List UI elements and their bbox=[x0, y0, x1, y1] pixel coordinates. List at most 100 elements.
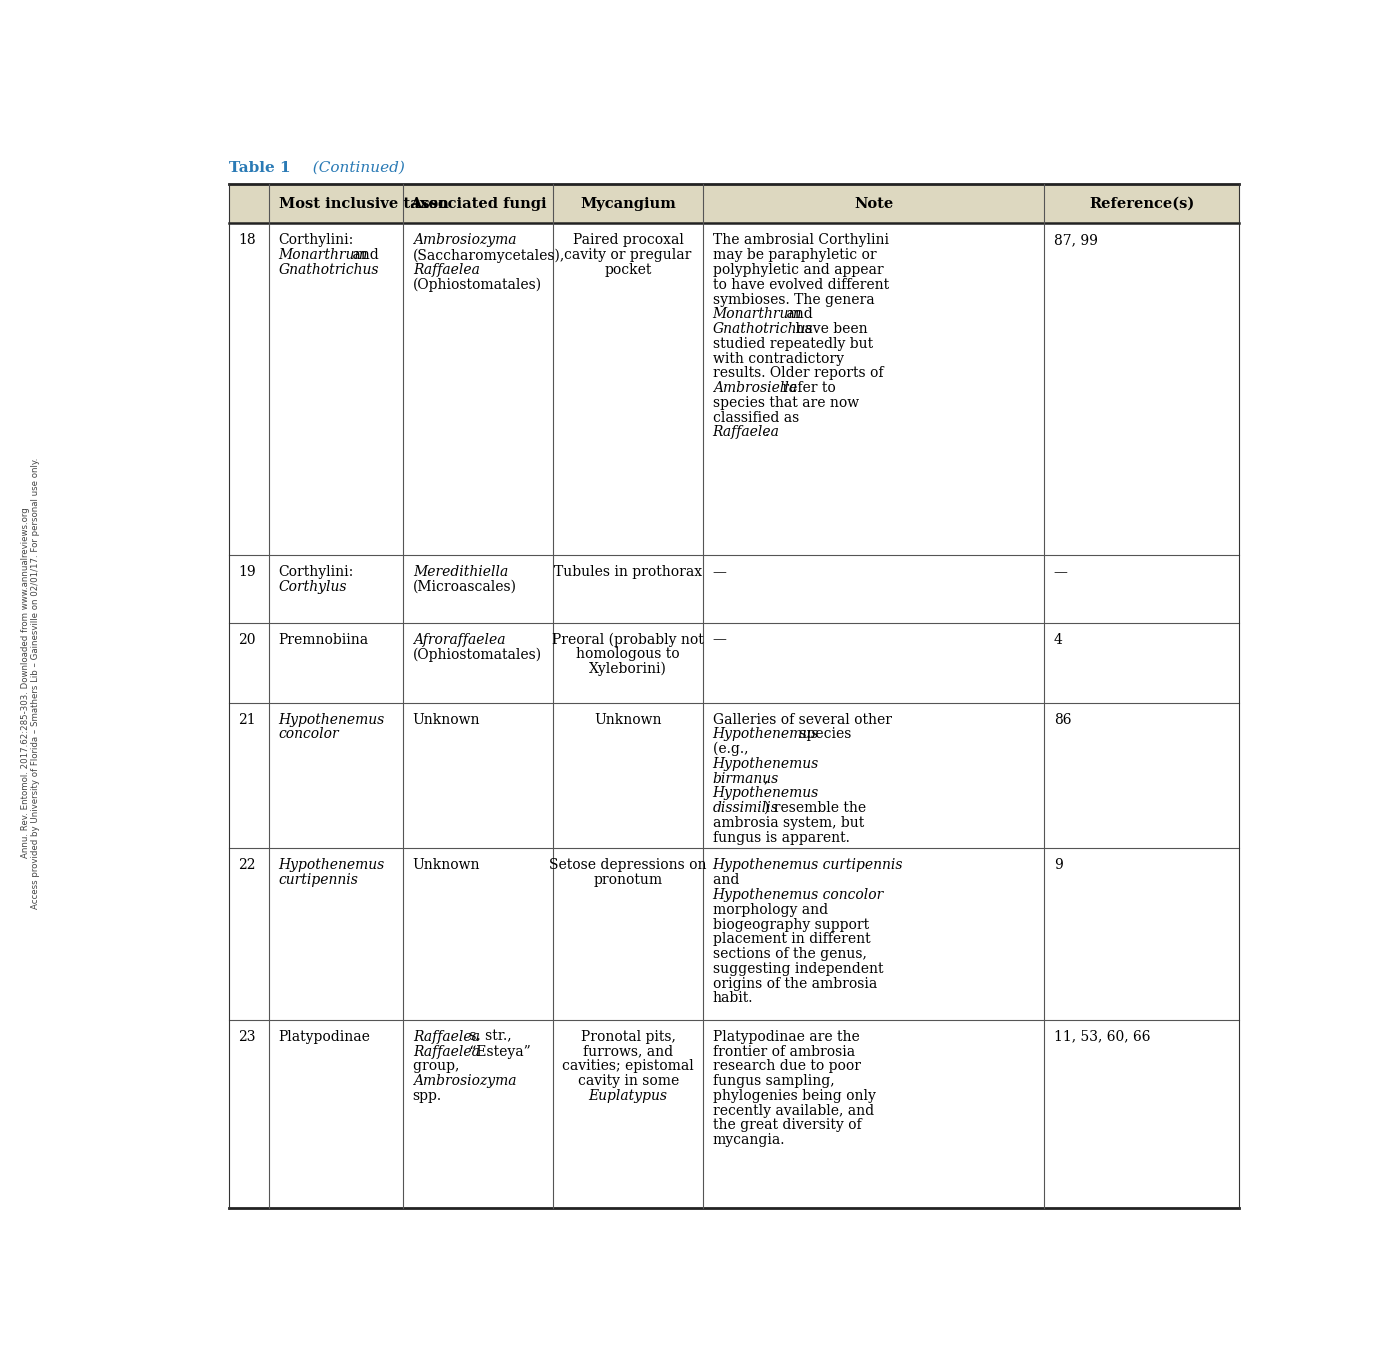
Text: Meredithiella: Meredithiella bbox=[413, 564, 509, 579]
Text: Hypothenemus concolor: Hypothenemus concolor bbox=[712, 888, 884, 902]
Text: ambrosia system, but: ambrosia system, but bbox=[712, 816, 863, 831]
Text: 20: 20 bbox=[238, 632, 256, 646]
Text: origins of the ambrosia: origins of the ambrosia bbox=[712, 977, 877, 990]
Text: symbioses. The genera: symbioses. The genera bbox=[712, 292, 875, 306]
Text: Hypothenemus: Hypothenemus bbox=[712, 727, 819, 742]
Text: sections of the genus,: sections of the genus, bbox=[712, 947, 866, 962]
Text: habit.: habit. bbox=[712, 992, 753, 1005]
Text: Unknown: Unknown bbox=[413, 858, 480, 873]
Text: —: — bbox=[712, 632, 726, 646]
Text: Setose depressions on: Setose depressions on bbox=[549, 858, 707, 873]
Text: ,: , bbox=[764, 772, 773, 785]
Text: Unknown: Unknown bbox=[595, 713, 663, 727]
Text: fungus is apparent.: fungus is apparent. bbox=[712, 831, 850, 844]
Text: spp.: spp. bbox=[413, 1089, 442, 1102]
Text: .: . bbox=[765, 425, 769, 440]
Text: (Ophiostomatales): (Ophiostomatales) bbox=[413, 277, 542, 292]
Text: species that are now: species that are now bbox=[712, 396, 859, 410]
Text: ) resemble the: ) resemble the bbox=[764, 800, 866, 816]
Text: Raffaelea: Raffaelea bbox=[413, 264, 480, 277]
Text: cavity in some: cavity in some bbox=[578, 1074, 679, 1089]
Text: 4: 4 bbox=[1053, 632, 1063, 646]
Bar bbox=[229, 184, 1239, 224]
Text: Ambrosiozyma: Ambrosiozyma bbox=[413, 1074, 516, 1089]
Text: Pronotal pits,: Pronotal pits, bbox=[581, 1030, 675, 1044]
Text: cavities; epistomal: cavities; epistomal bbox=[563, 1059, 694, 1074]
Text: group,: group, bbox=[413, 1059, 463, 1074]
Text: suggesting independent: suggesting independent bbox=[712, 962, 883, 975]
Text: to have evolved different: to have evolved different bbox=[712, 277, 888, 292]
Text: Afroraffaelea: Afroraffaelea bbox=[413, 632, 506, 646]
Text: Hypothenemus curtipennis: Hypothenemus curtipennis bbox=[712, 858, 904, 873]
Text: 18: 18 bbox=[238, 234, 256, 247]
Text: “Esteya”: “Esteya” bbox=[464, 1045, 531, 1059]
Text: mycangia.: mycangia. bbox=[712, 1134, 784, 1147]
Text: Unknown: Unknown bbox=[413, 713, 480, 727]
Text: the great diversity of: the great diversity of bbox=[712, 1119, 861, 1132]
Text: Euplatypus: Euplatypus bbox=[589, 1089, 668, 1102]
Text: classified as: classified as bbox=[712, 411, 804, 425]
Text: Raffaelea: Raffaelea bbox=[413, 1045, 480, 1059]
Text: biogeography support: biogeography support bbox=[712, 918, 869, 932]
Text: 86: 86 bbox=[1053, 713, 1071, 727]
Text: species: species bbox=[796, 727, 851, 742]
Text: and: and bbox=[782, 307, 812, 321]
Text: Ambrosiella: Ambrosiella bbox=[712, 381, 797, 395]
Text: Hypothenemus: Hypothenemus bbox=[712, 757, 819, 770]
Text: Raffaelea: Raffaelea bbox=[712, 425, 779, 440]
Text: s. str.,: s. str., bbox=[464, 1030, 511, 1044]
Text: pronotum: pronotum bbox=[593, 873, 663, 888]
Text: Monarthrum: Monarthrum bbox=[279, 249, 369, 262]
Text: birmanus: birmanus bbox=[712, 772, 779, 785]
Text: research due to poor: research due to poor bbox=[712, 1059, 861, 1074]
Text: morphology and: morphology and bbox=[712, 903, 827, 917]
Text: dissimilis: dissimilis bbox=[712, 800, 779, 816]
Text: 23: 23 bbox=[238, 1030, 256, 1044]
Text: Associated fungi: Associated fungi bbox=[410, 197, 546, 210]
Text: results. Older reports of: results. Older reports of bbox=[712, 366, 883, 380]
Text: 19: 19 bbox=[238, 564, 256, 579]
Text: Gnathotrichus: Gnathotrichus bbox=[279, 264, 380, 277]
Text: 22: 22 bbox=[238, 858, 256, 873]
Text: Premnobiina: Premnobiina bbox=[279, 632, 369, 646]
Text: Corthylini:: Corthylini: bbox=[279, 234, 353, 247]
Text: Gnathotrichus: Gnathotrichus bbox=[712, 322, 814, 336]
Text: Corthylus: Corthylus bbox=[279, 579, 346, 594]
Text: Xyleborini): Xyleborini) bbox=[589, 663, 667, 676]
Text: Hypothenemus: Hypothenemus bbox=[279, 858, 385, 873]
Text: Most inclusive taxon: Most inclusive taxon bbox=[279, 197, 449, 210]
Text: cavity or pregular: cavity or pregular bbox=[564, 249, 692, 262]
Text: (Saccharomycetales),: (Saccharomycetales), bbox=[413, 249, 565, 262]
Text: Annu. Rev. Entomol. 2017.62:285-303. Downloaded from www.annualreviews.org
Acces: Annu. Rev. Entomol. 2017.62:285-303. Dow… bbox=[21, 458, 40, 908]
Text: phylogenies being only: phylogenies being only bbox=[712, 1089, 876, 1102]
Text: Hypothenemus: Hypothenemus bbox=[279, 713, 385, 727]
Text: studied repeatedly but: studied repeatedly but bbox=[712, 337, 873, 351]
Text: frontier of ambrosia: frontier of ambrosia bbox=[712, 1045, 855, 1059]
Text: Note: Note bbox=[854, 197, 894, 210]
Text: Platypodinae: Platypodinae bbox=[279, 1030, 370, 1044]
Text: Platypodinae are the: Platypodinae are the bbox=[712, 1030, 859, 1044]
Text: Tubules in prothorax: Tubules in prothorax bbox=[554, 564, 703, 579]
Text: furrows, and: furrows, and bbox=[584, 1045, 674, 1059]
Text: and: and bbox=[712, 873, 743, 888]
Text: Corthylini:: Corthylini: bbox=[279, 564, 353, 579]
Text: may be paraphyletic or: may be paraphyletic or bbox=[712, 249, 876, 262]
Text: placement in different: placement in different bbox=[712, 932, 870, 947]
Text: Monarthrum: Monarthrum bbox=[712, 307, 802, 321]
Text: homologous to: homologous to bbox=[577, 647, 681, 661]
Text: 9: 9 bbox=[1053, 858, 1063, 873]
Text: curtipennis: curtipennis bbox=[279, 873, 359, 888]
Text: 11, 53, 60, 66: 11, 53, 60, 66 bbox=[1053, 1030, 1150, 1044]
Text: Ambrosiozyma: Ambrosiozyma bbox=[413, 234, 516, 247]
Text: concolor: concolor bbox=[279, 727, 340, 742]
Text: 87, 99: 87, 99 bbox=[1053, 234, 1098, 247]
Text: Raffaelea: Raffaelea bbox=[413, 1030, 480, 1044]
Text: (Ophiostomatales): (Ophiostomatales) bbox=[413, 647, 542, 661]
Text: (e.g.,: (e.g., bbox=[712, 742, 753, 757]
Text: The ambrosial Corthylini: The ambrosial Corthylini bbox=[712, 234, 888, 247]
Text: and: and bbox=[348, 249, 378, 262]
Text: refer to: refer to bbox=[778, 381, 836, 395]
Text: Reference(s): Reference(s) bbox=[1089, 197, 1195, 210]
Text: (Microascales): (Microascales) bbox=[413, 579, 517, 594]
Text: —: — bbox=[712, 564, 726, 579]
